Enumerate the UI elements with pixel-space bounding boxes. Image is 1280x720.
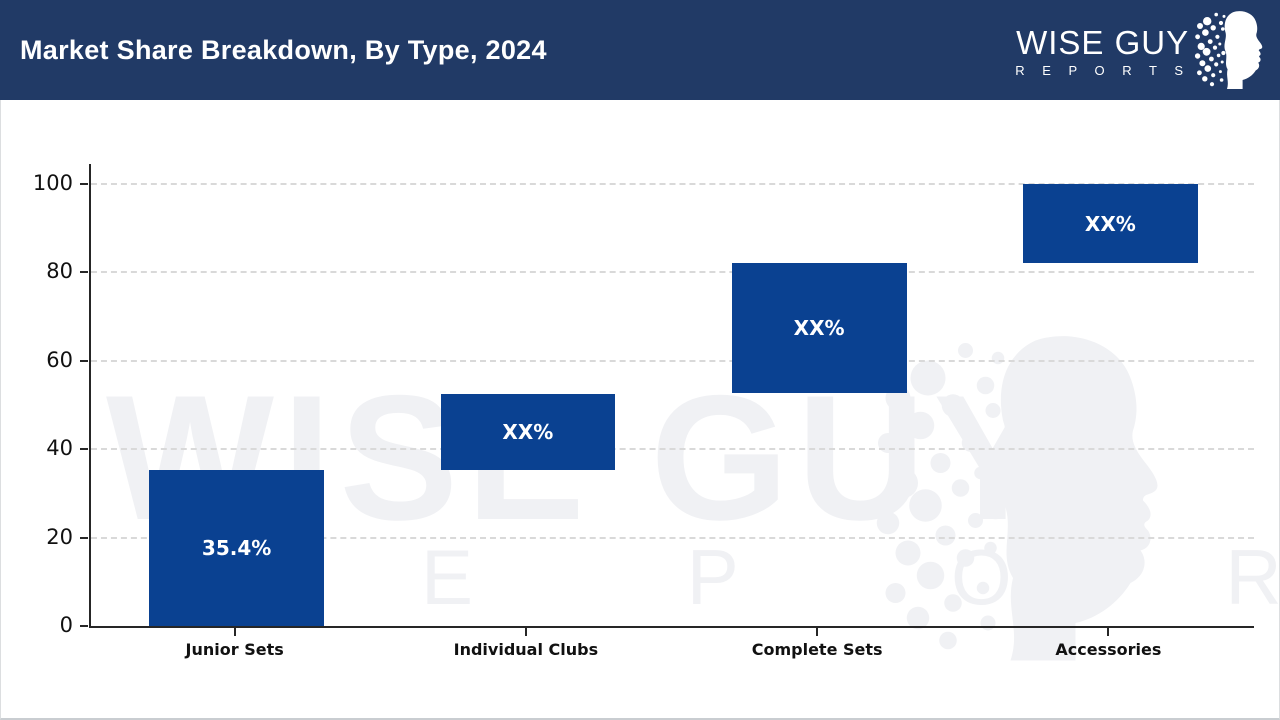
gridline-y-20 [91, 536, 1254, 539]
brand-logo: WISE GUY R E P O R T S [1015, 6, 1266, 94]
logo-head-icon [1194, 11, 1263, 90]
bar-value-label: XX% [793, 316, 845, 341]
y-tick-label: 20 [46, 524, 73, 549]
y-tick-mark [80, 183, 88, 185]
y-tick-label: 40 [46, 436, 73, 461]
x-tick-mark [524, 628, 527, 636]
bar-value-label: XX% [502, 419, 554, 444]
y-tick-mark [80, 359, 88, 362]
y-tick-mark [80, 536, 88, 539]
plot-area: 35.4% XX% XX% XX% [89, 164, 1254, 628]
bar-segment-complete-sets: XX% [731, 263, 907, 394]
y-tick-label: 100 [32, 171, 73, 195]
x-category-label: Accessories [1055, 640, 1162, 659]
bar-segment-accessories: XX% [1023, 184, 1198, 264]
y-tick-label: 80 [46, 259, 73, 284]
gridline-y-80 [91, 271, 1254, 274]
y-tick-mark [80, 271, 88, 274]
logo-wordmark: WISE GUY R E P O R T S [1015, 26, 1190, 78]
y-tick-label: 60 [46, 347, 73, 372]
page-title: Market Share Breakdown, By Type, 2024 [20, 34, 547, 65]
x-category-label: Junior Sets [185, 640, 284, 659]
bar-value-label: 35.4% [201, 535, 272, 560]
logo-text-primary: WISE GUY [1016, 24, 1190, 62]
gridline-y-100 [91, 183, 1254, 185]
bar-value-label: XX% [1084, 211, 1136, 236]
gridline-y-40 [91, 448, 1254, 451]
x-tick-mark [233, 628, 236, 636]
logo-text-secondary: R E P O R T S [1015, 62, 1190, 78]
x-category-label: Individual Clubs [453, 640, 599, 659]
bar-segment-junior-sets: 35.4% [149, 469, 324, 626]
y-tick-mark [80, 625, 88, 627]
x-tick-mark [816, 628, 819, 636]
y-tick-mark [80, 448, 88, 451]
y-tick-label: 0 [59, 613, 73, 637]
gridline-y-60 [91, 359, 1254, 362]
chart-canvas: WISE GUY R E P O R T S 35.4%XX%XX%XX% 02… [0, 100, 1280, 720]
x-category-label: Complete Sets [751, 640, 883, 659]
x-tick-mark [1107, 628, 1110, 636]
header: Market Share Breakdown, By Type, 2024 WI… [0, 0, 1280, 100]
bar-segment-individual-clubs: XX% [440, 393, 616, 470]
